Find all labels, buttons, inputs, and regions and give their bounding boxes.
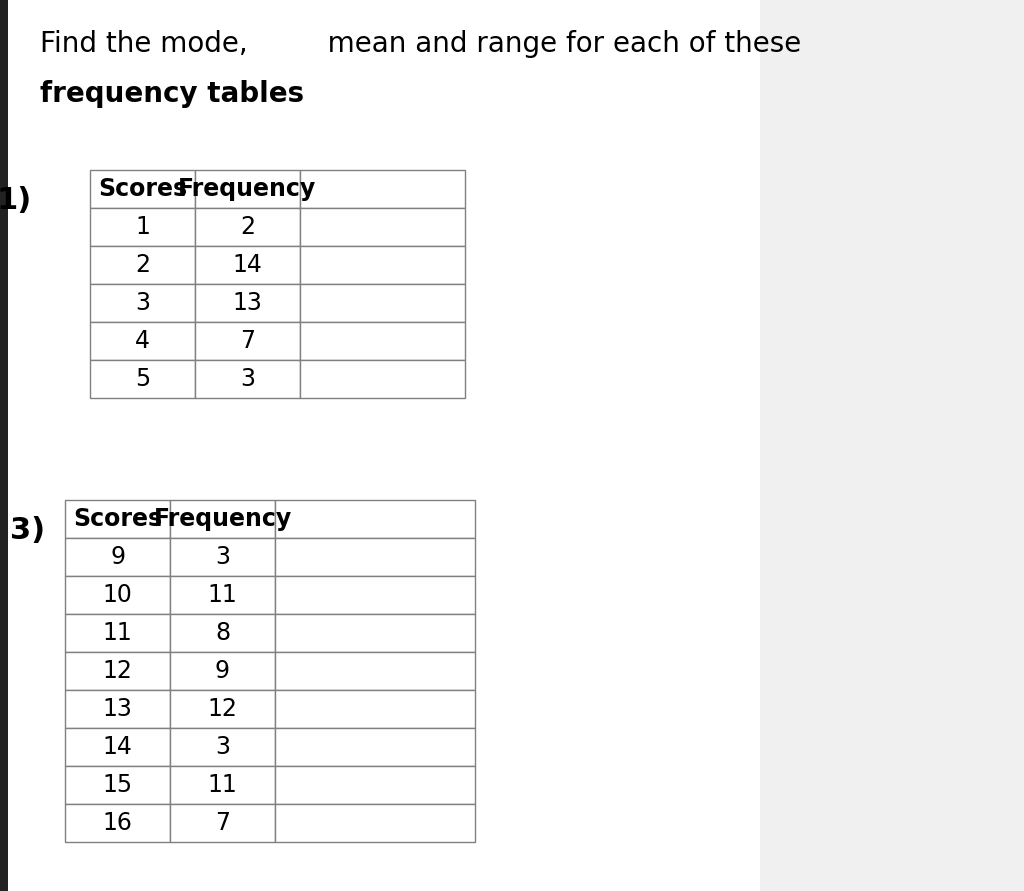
Text: Scores: Scores: [73, 507, 162, 531]
Text: 12: 12: [208, 697, 238, 721]
Bar: [65, 538, 170, 576]
Bar: [300, 246, 465, 284]
Bar: [65, 652, 170, 690]
Text: 15: 15: [102, 773, 132, 797]
Bar: [275, 690, 475, 728]
Text: 1: 1: [135, 215, 150, 239]
Bar: [170, 804, 275, 842]
Bar: [90, 208, 195, 246]
Text: 3): 3): [10, 516, 45, 545]
Bar: [300, 284, 465, 322]
Bar: [65, 690, 170, 728]
Bar: [65, 614, 170, 652]
Text: 12: 12: [102, 659, 132, 683]
Text: 3: 3: [240, 367, 255, 391]
Bar: [300, 322, 465, 360]
Bar: [195, 246, 300, 284]
Text: Frequency: Frequency: [154, 507, 292, 531]
Bar: [195, 322, 300, 360]
Text: 14: 14: [102, 735, 132, 759]
Bar: [65, 766, 170, 804]
Text: 16: 16: [102, 811, 132, 835]
Bar: [65, 576, 170, 614]
Bar: [170, 766, 275, 804]
Bar: [195, 170, 300, 208]
Bar: [300, 170, 465, 208]
Text: 5: 5: [135, 367, 151, 391]
Bar: [170, 652, 275, 690]
Text: 4: 4: [135, 329, 150, 353]
Bar: [170, 728, 275, 766]
Bar: [0, 0, 8, 891]
Text: 9: 9: [110, 545, 125, 569]
Bar: [275, 804, 475, 842]
Text: 2: 2: [135, 253, 150, 277]
Bar: [300, 208, 465, 246]
Text: 11: 11: [208, 773, 238, 797]
Bar: [300, 360, 465, 398]
Text: 11: 11: [208, 583, 238, 607]
Text: 8: 8: [215, 621, 230, 645]
Bar: [275, 614, 475, 652]
Text: 3: 3: [135, 291, 150, 315]
Bar: [65, 728, 170, 766]
Bar: [65, 500, 170, 538]
Bar: [170, 500, 275, 538]
Bar: [275, 500, 475, 538]
Text: Find the mode,         mean and range for each of these: Find the mode, mean and range for each o…: [40, 30, 801, 58]
Text: 13: 13: [232, 291, 262, 315]
Text: 3: 3: [215, 545, 230, 569]
Text: Frequency: Frequency: [178, 177, 316, 201]
Bar: [90, 360, 195, 398]
Bar: [275, 728, 475, 766]
Text: 7: 7: [240, 329, 255, 353]
Bar: [170, 576, 275, 614]
Text: 11: 11: [102, 621, 132, 645]
Bar: [0, 0, 760, 891]
Text: 13: 13: [102, 697, 132, 721]
Text: Scores: Scores: [98, 177, 187, 201]
Bar: [65, 804, 170, 842]
Text: 2: 2: [240, 215, 255, 239]
Text: 14: 14: [232, 253, 262, 277]
Text: 1): 1): [0, 186, 32, 215]
Text: 7: 7: [215, 811, 230, 835]
Bar: [90, 284, 195, 322]
Bar: [195, 284, 300, 322]
Bar: [275, 576, 475, 614]
Bar: [170, 614, 275, 652]
Bar: [90, 322, 195, 360]
Text: 3: 3: [215, 735, 230, 759]
Text: 9: 9: [215, 659, 230, 683]
Bar: [275, 538, 475, 576]
Bar: [170, 690, 275, 728]
Bar: [195, 360, 300, 398]
Text: 10: 10: [102, 583, 132, 607]
Text: frequency tables: frequency tables: [40, 80, 304, 108]
Bar: [275, 766, 475, 804]
Bar: [275, 652, 475, 690]
Bar: [170, 538, 275, 576]
Bar: [90, 170, 195, 208]
Bar: [195, 208, 300, 246]
Bar: [90, 246, 195, 284]
